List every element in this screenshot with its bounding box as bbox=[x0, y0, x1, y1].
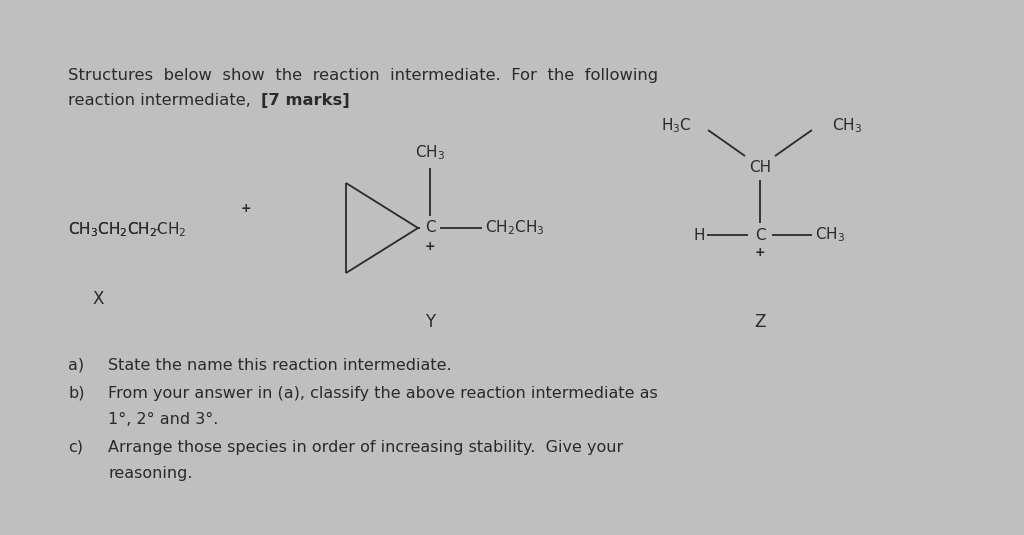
Text: c): c) bbox=[68, 440, 83, 455]
Text: +: + bbox=[755, 247, 765, 259]
Text: CH: CH bbox=[749, 160, 771, 175]
Text: [7 marks]: [7 marks] bbox=[261, 93, 350, 108]
Text: 1°, 2° and 3°.: 1°, 2° and 3°. bbox=[108, 412, 218, 427]
Text: State the name this reaction intermediate.: State the name this reaction intermediat… bbox=[108, 358, 452, 373]
Text: a): a) bbox=[68, 358, 84, 373]
Text: H: H bbox=[693, 227, 705, 242]
Text: reaction intermediate,: reaction intermediate, bbox=[68, 93, 256, 108]
Text: CH$_3$CH$_2$CH$_2$CH$_2$: CH$_3$CH$_2$CH$_2$CH$_2$ bbox=[68, 220, 186, 239]
Text: reasoning.: reasoning. bbox=[108, 466, 193, 481]
Text: H$_3$C: H$_3$C bbox=[662, 117, 692, 135]
Text: X: X bbox=[92, 290, 103, 308]
Text: CH$_3$: CH$_3$ bbox=[415, 144, 445, 162]
Text: From your answer in (a), classify the above reaction intermediate as: From your answer in (a), classify the ab… bbox=[108, 386, 657, 401]
Text: CH$_3$: CH$_3$ bbox=[831, 117, 862, 135]
Text: Z: Z bbox=[755, 313, 766, 331]
Text: b): b) bbox=[68, 386, 85, 401]
Text: Y: Y bbox=[425, 313, 435, 331]
Text: CH$_2$CH$_3$: CH$_2$CH$_3$ bbox=[485, 219, 545, 238]
Text: +: + bbox=[241, 202, 251, 215]
Text: CH$_3$: CH$_3$ bbox=[815, 226, 845, 244]
Text: CH$_3$CH$_2$CH$_2$$\dot{}$: CH$_3$CH$_2$CH$_2$$\dot{}$ bbox=[68, 220, 159, 239]
Text: +: + bbox=[425, 240, 435, 253]
Text: Structures  below  show  the  reaction  intermediate.  For  the  following: Structures below show the reaction inter… bbox=[68, 68, 658, 83]
Text: C: C bbox=[755, 227, 765, 242]
Text: Arrange those species in order of increasing stability.  Give your: Arrange those species in order of increa… bbox=[108, 440, 624, 455]
Text: C: C bbox=[425, 220, 435, 235]
